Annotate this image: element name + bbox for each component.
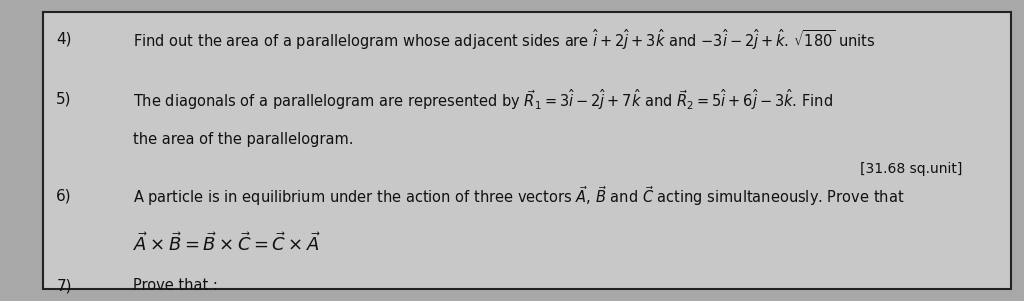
Text: 6): 6) xyxy=(56,188,72,203)
Text: $\vec{A}\times\vec{B}=\vec{B}\times\vec{C}=\vec{C}\times\vec{A}$: $\vec{A}\times\vec{B}=\vec{B}\times\vec{… xyxy=(133,232,321,255)
Text: 5): 5) xyxy=(56,92,72,107)
Text: The diagonals of a parallelogram are represented by $\vec{R}_1=3\hat{i}-2\hat{j}: The diagonals of a parallelogram are rep… xyxy=(133,87,834,112)
Text: Prove that :: Prove that : xyxy=(133,278,218,293)
Text: 7): 7) xyxy=(56,278,72,293)
Text: A particle is in equilibrium under the action of three vectors $\vec{A}$, $\vec{: A particle is in equilibrium under the a… xyxy=(133,184,904,208)
Text: the area of the parallelogram.: the area of the parallelogram. xyxy=(133,132,353,147)
Text: 4): 4) xyxy=(56,32,72,47)
Text: Find out the area of a parallelogram whose adjacent sides are $\hat{i}+2\hat{j}+: Find out the area of a parallelogram who… xyxy=(133,27,876,51)
Text: [31.68 sq.unit]: [31.68 sq.unit] xyxy=(860,162,963,175)
